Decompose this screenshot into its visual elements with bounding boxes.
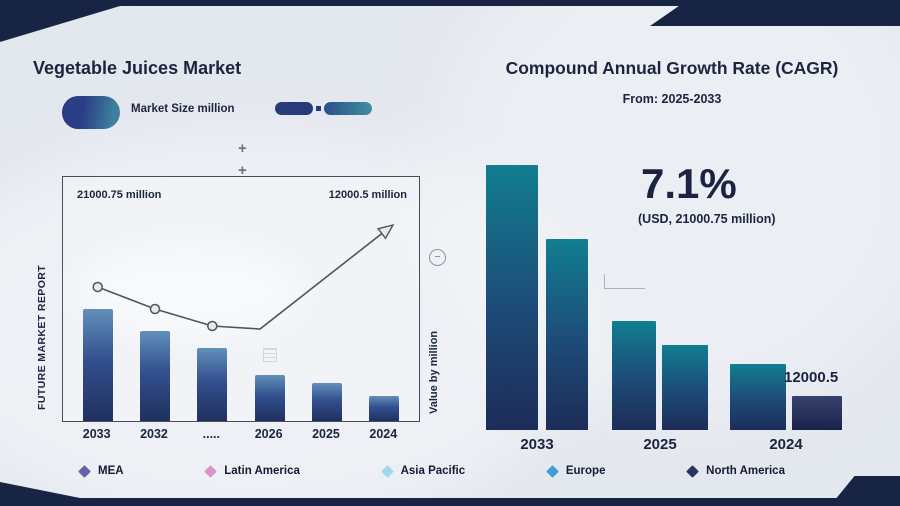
- legend-item-latin-america: Latin America: [204, 464, 300, 478]
- market-size-bars: [63, 177, 419, 421]
- market-size-legend-label: Market Size million: [131, 103, 235, 115]
- region-legend: MEA Latin America Asia Pacific Europe North …: [78, 464, 785, 478]
- cagr-bar-2024-2: [792, 396, 842, 430]
- cagr-x-axis-label: 2024: [769, 436, 803, 453]
- cagr-bar-2025-2: [662, 345, 708, 430]
- legend-pill-gradient: [324, 102, 372, 115]
- x-axis-label: 2026: [254, 427, 283, 441]
- legend-item-europe: Europe: [545, 464, 606, 478]
- cagr-bar-2033-2: [546, 239, 588, 430]
- diamond-bullet-icon: [204, 464, 218, 478]
- diamond-bullet-icon: [686, 464, 700, 478]
- cagr-bar-2025-1: [612, 321, 656, 430]
- cagr-x-axis-label: 2033: [520, 436, 554, 453]
- diamond-bullet-icon: [78, 464, 91, 478]
- legend-item-north-america: North America: [686, 464, 785, 478]
- legend-pill-separator: [316, 106, 321, 111]
- plus-decoration: +: [238, 140, 247, 157]
- market-size-bar-2033: [82, 309, 113, 421]
- cagr-note: (USD, 21000.75 million): [638, 212, 776, 226]
- legend-item-asia-pacific: Asia Pacific: [380, 464, 466, 478]
- cagr-subtitle: From: 2025-2033: [622, 92, 722, 106]
- cagr-value: 7.1%: [641, 160, 737, 207]
- plus-decoration: +: [238, 162, 247, 179]
- market-size-bar-2026: [254, 375, 285, 421]
- page-title: Vegetable Juices Market: [33, 58, 242, 78]
- legend-item-label: North America: [706, 465, 785, 477]
- value-axis-label: Value by million: [428, 330, 440, 414]
- x-axis-label: 2025: [312, 427, 340, 441]
- x-axis-label: 2032: [140, 427, 168, 441]
- annotation-right-value: 12000.5 million: [328, 189, 407, 201]
- market-size-bar-2024: [369, 396, 400, 421]
- legend-item-label: MEA: [98, 465, 124, 477]
- cagr-bar-2024-1: [730, 364, 786, 430]
- annotation-left-value: 21000.75 million: [77, 189, 162, 201]
- market-size-x-axis: 2033 2032..... 2026 2025 2024: [62, 427, 418, 441]
- cagr-bar-2033-1: [486, 165, 538, 430]
- x-axis-label: 2033: [82, 427, 111, 441]
- cagr-bars: [470, 160, 870, 430]
- x-axis-label: .....: [202, 427, 220, 441]
- market-size-chart: 21000.75 million 12000.5 million: [62, 176, 420, 422]
- mini-grid-icon: [263, 348, 277, 362]
- bottom-right-corner-shape: [830, 476, 900, 506]
- step-line-decoration: [604, 274, 645, 289]
- top-right-corner-shape: [650, 0, 900, 26]
- top-edge-strip: [0, 0, 900, 6]
- diamond-bullet-icon: [380, 464, 394, 478]
- side-label-future-market-report: FUTURE MARKET REPORT: [36, 264, 48, 410]
- x-axis-label: 2024: [369, 427, 398, 441]
- top-left-corner-shape: [0, 0, 140, 42]
- cagr-x-axis-label: 2025: [643, 436, 677, 453]
- market-size-bar-2032: [139, 331, 170, 421]
- legend-item-mea: MEA: [78, 464, 124, 478]
- cylinder-icon: [62, 96, 122, 130]
- bottom-edge-strip: [0, 498, 900, 506]
- legend-item-label: Latin America: [224, 465, 300, 477]
- market-size-bar-.....: [197, 348, 228, 421]
- legend-item-label: Asia Pacific: [400, 465, 466, 477]
- bar-annotation-12000-5: 12000.5: [784, 369, 839, 386]
- market-size-bar-2025: [311, 383, 342, 421]
- legend-item-label: Europe: [565, 465, 606, 477]
- cagr-x-axis: 2033 2025 2024: [470, 436, 870, 458]
- dash-circle-icon: –: [429, 249, 446, 266]
- legend-pill-navy: [275, 102, 313, 115]
- diamond-bullet-icon: [545, 464, 559, 478]
- cagr-title: Compound Annual Growth Rate (CAGR): [505, 58, 839, 78]
